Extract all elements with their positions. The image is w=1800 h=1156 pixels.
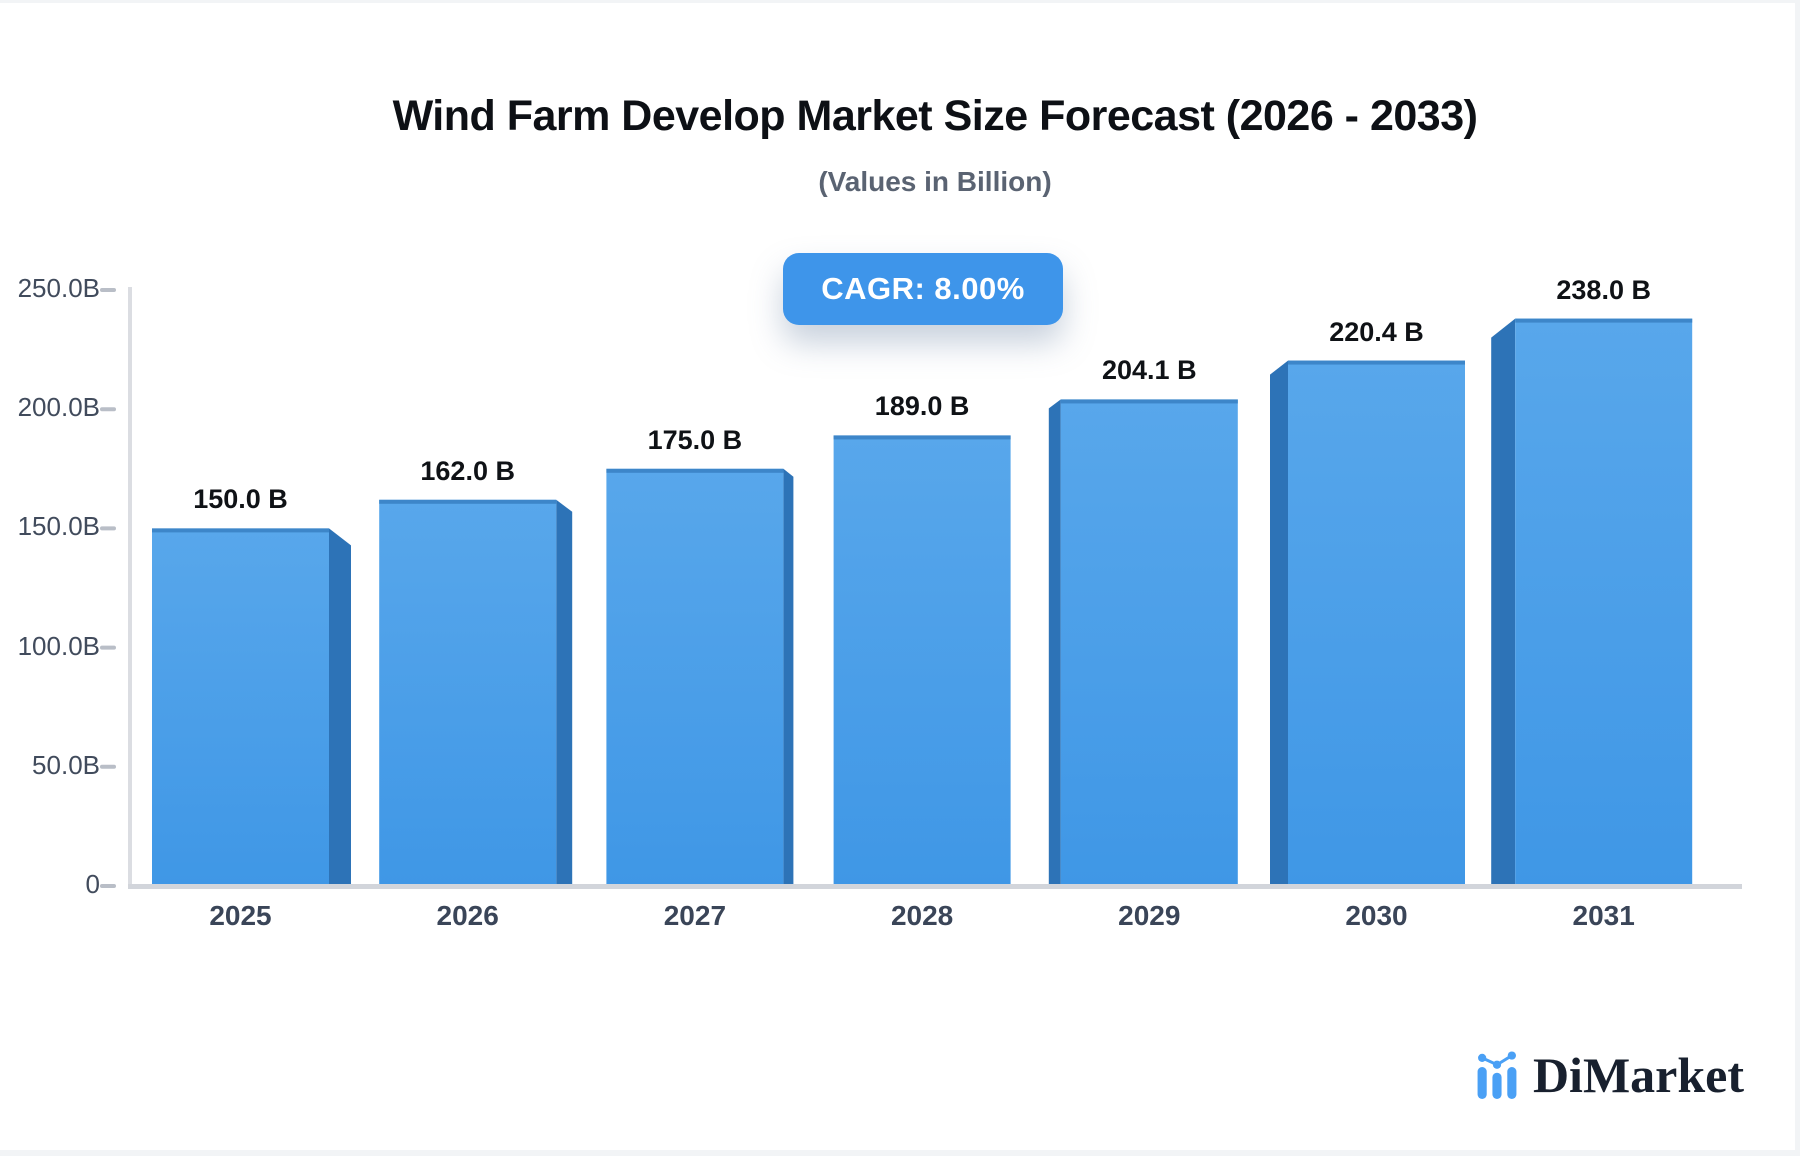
y-axis-tick-label: 150.0B bbox=[17, 511, 100, 542]
dimarket-logo-icon bbox=[1477, 1051, 1517, 1099]
bar-value-label: 162.0 B bbox=[420, 455, 515, 486]
dimarket-logo: DiMarket bbox=[1474, 1050, 1744, 1100]
cagr-badge: CAGR: 8.00% bbox=[783, 253, 1063, 325]
bar-2029 bbox=[1048, 399, 1238, 886]
bars-group bbox=[152, 318, 1693, 886]
y-axis-tick-label: 50.0B bbox=[32, 749, 100, 780]
x-axis-category-label: 2030 bbox=[1345, 900, 1408, 931]
x-axis-category-label: 2031 bbox=[1572, 900, 1635, 931]
bar-value-label: 220.4 B bbox=[1329, 316, 1424, 347]
bar-value-label: 204.1 B bbox=[1102, 355, 1197, 386]
y-axis-tick-label: 0 bbox=[85, 869, 100, 899]
cagr-badge-label: CAGR: 8.00% bbox=[821, 271, 1025, 306]
x-axis-category-label: 2026 bbox=[436, 900, 499, 931]
chart-subtitle: (Values in Billion) bbox=[818, 166, 1052, 197]
x-axis-category-label: 2029 bbox=[1118, 900, 1181, 931]
y-axis-tick-label: 250.0B bbox=[17, 273, 100, 303]
y-axis-tick-label: 200.0B bbox=[17, 392, 100, 423]
x-axis-line bbox=[128, 884, 1742, 889]
bar-2025 bbox=[152, 528, 351, 886]
bar-2030 bbox=[1270, 360, 1465, 886]
x-axis-category-label: 2027 bbox=[663, 900, 727, 931]
bar-2028 bbox=[833, 435, 1011, 886]
chart-title: Wind Farm Develop Market Size Forecast (… bbox=[392, 92, 1478, 140]
bar-value-label: 150.0 B bbox=[193, 484, 288, 515]
bar-2027 bbox=[606, 468, 794, 886]
y-axis-line bbox=[100, 287, 132, 888]
bar-2031 bbox=[1491, 318, 1693, 886]
bar-value-label: 238.0 B bbox=[1556, 274, 1651, 305]
x-axis-category-label: 2025 bbox=[209, 900, 272, 931]
bar-value-label: 175.0 B bbox=[647, 424, 743, 455]
x-axis-category-label: 2028 bbox=[890, 900, 954, 931]
dimarket-logo-text: DiMarket bbox=[1532, 1047, 1744, 1103]
y-axis-tick-label: 100.0B bbox=[17, 630, 100, 661]
bar-2026 bbox=[379, 499, 573, 886]
bar-value-label: 189.0 B bbox=[874, 391, 970, 422]
